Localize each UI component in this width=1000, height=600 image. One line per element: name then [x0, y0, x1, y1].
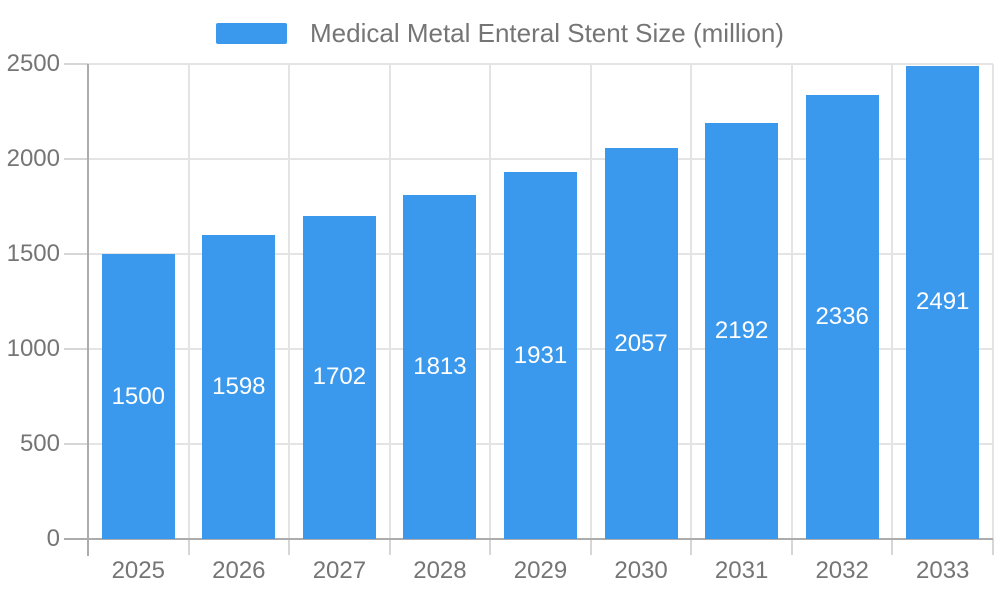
y-axis-tick-label: 2500 — [6, 50, 60, 77]
x-axis-line — [64, 538, 993, 540]
x-axis-tick — [288, 539, 291, 555]
gridline-vertical — [187, 64, 190, 539]
y-axis-tick-label: 0 — [46, 525, 60, 552]
plot-area: 0 500 1000 1500 2000 2500 1500 1598 1702 1813 1931… — [7, 50, 994, 584]
x-axis-tick — [589, 539, 592, 555]
gridline-horizontal — [88, 63, 993, 65]
bar-2030: 2057 — [604, 148, 678, 539]
x-axis-category-label: 2030 — [614, 557, 668, 584]
bar-value-label: 2057 — [614, 329, 668, 357]
bar-value-label: 1813 — [413, 352, 467, 380]
gridline-vertical — [489, 64, 492, 539]
bar-value-label: 1500 — [111, 382, 165, 410]
y-axis-tick — [64, 443, 88, 445]
x-axis-category-label: 2033 — [916, 557, 970, 584]
gridline-horizontal — [88, 158, 993, 160]
gridline-vertical — [288, 64, 291, 539]
gridline-vertical — [992, 64, 994, 539]
bar-value-label: 1598 — [212, 373, 266, 401]
bar-value-label: 2336 — [815, 303, 869, 331]
x-axis-tick — [992, 539, 994, 555]
x-axis-category-label: 2032 — [815, 557, 869, 584]
x-axis-category-label: 2026 — [212, 557, 266, 584]
bar-value-label: 1702 — [312, 363, 367, 391]
y-axis-tick-label: 2000 — [6, 145, 60, 172]
y-axis-tick-label: 500 — [19, 430, 60, 457]
y-axis-tick — [64, 348, 88, 350]
x-axis-tick — [891, 539, 894, 555]
bar-2033: 2491 — [906, 65, 980, 539]
bar-value-label: 2192 — [714, 316, 769, 344]
gridline-vertical — [589, 64, 592, 539]
y-axis-line — [87, 64, 89, 556]
bar-2031: 2192 — [705, 122, 779, 539]
bar-value-label: 1931 — [513, 341, 568, 369]
legend[interactable]: Medical Metal Enteral Stent Size (millio… — [0, 18, 1000, 48]
bar-2029: 1931 — [504, 172, 577, 539]
x-axis-tick — [489, 539, 492, 555]
x-axis-category-label: 2031 — [714, 557, 769, 584]
gridline-vertical — [891, 64, 894, 539]
y-axis-tick — [64, 63, 88, 65]
gridline-vertical — [790, 64, 793, 539]
bar-2028: 1813 — [403, 194, 477, 539]
bar-2025: 1500 — [101, 254, 175, 539]
x-axis-category-label: 2027 — [312, 557, 367, 584]
y-axis-tick — [64, 253, 88, 255]
y-axis-tick — [64, 158, 88, 160]
x-axis-tick — [690, 539, 693, 555]
legend-label: Medical Metal Enteral Stent Size (millio… — [310, 18, 784, 48]
bar-2027: 1702 — [302, 215, 376, 539]
gridline-vertical — [388, 64, 391, 539]
bar-2026: 1598 — [202, 235, 276, 539]
y-axis-tick-label: 1000 — [6, 335, 60, 362]
bar-value-label: 2491 — [916, 288, 970, 316]
x-axis-tick — [388, 539, 391, 555]
x-axis-category-label: 2025 — [111, 557, 165, 584]
legend-swatch — [216, 22, 288, 44]
x-axis-category-label: 2028 — [413, 557, 467, 584]
gridline-vertical — [690, 64, 693, 539]
x-axis-tick — [187, 539, 190, 555]
x-axis-tick — [790, 539, 793, 555]
x-axis-category-label: 2029 — [513, 557, 568, 584]
bar-2032: 2336 — [805, 95, 879, 539]
y-axis-tick-label: 1500 — [6, 240, 60, 267]
